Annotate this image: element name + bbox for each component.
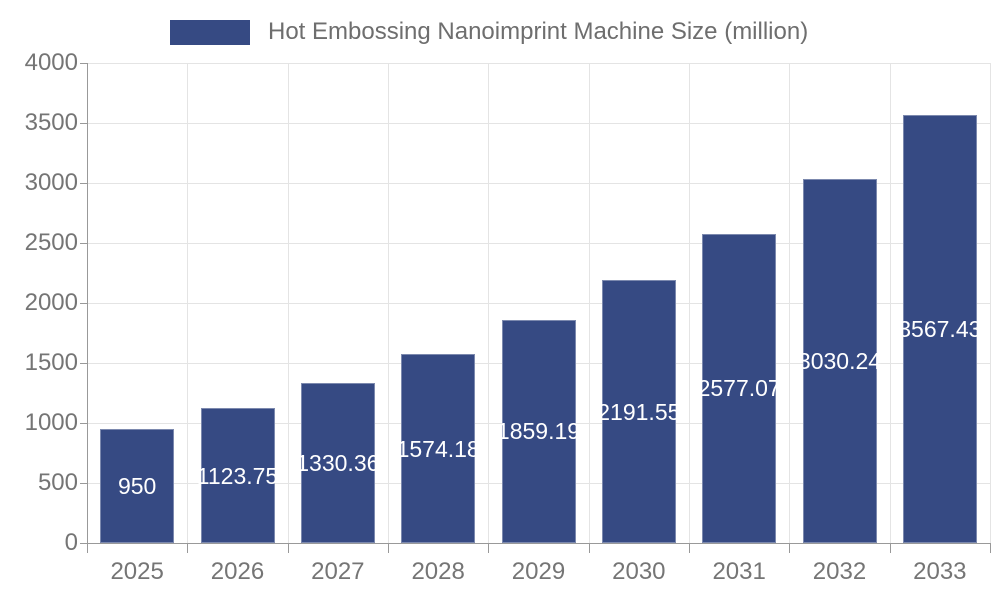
gridline-vertical	[689, 63, 690, 543]
y-tick-label: 1000	[24, 409, 78, 436]
x-tick-label: 2026	[210, 558, 265, 585]
bar-value-label: 2577.07	[697, 375, 781, 402]
gridline-vertical	[789, 63, 791, 543]
gridline-vertical	[588, 63, 590, 543]
bar[interactable]	[902, 114, 977, 543]
y-tick-label: 2500	[24, 229, 78, 256]
bar[interactable]	[100, 429, 175, 543]
gridline-horizontal	[87, 303, 990, 304]
x-axis-tick	[388, 544, 389, 553]
legend[interactable]: Hot Embossing Nanoimprint Machine Size (…	[170, 18, 808, 46]
legend-label: Hot Embossing Nanoimprint Machine Size (…	[268, 18, 809, 45]
x-tick-label: 2031	[712, 558, 766, 585]
y-tick-label: 3500	[24, 109, 78, 136]
gridline-vertical	[990, 63, 991, 543]
bar-value-label: 1330.36	[296, 450, 380, 477]
y-axis-tick	[80, 303, 87, 304]
y-tick-label: 2000	[24, 289, 78, 316]
y-tick-label: 3000	[24, 169, 78, 196]
legend-swatch	[170, 19, 250, 45]
gridline-vertical	[187, 63, 189, 543]
y-tick-label: 4000	[24, 49, 78, 76]
bar[interactable]	[702, 233, 777, 543]
gridline-horizontal	[87, 123, 990, 124]
x-axis-tick	[287, 544, 289, 553]
x-tick-label: 2025	[110, 558, 164, 585]
bar[interactable]	[601, 280, 676, 543]
gridline-vertical	[488, 63, 490, 543]
y-axis-tick	[80, 243, 87, 244]
y-axis-tick	[80, 123, 87, 124]
bar-value-label: 3567.43	[898, 315, 982, 342]
bar-value-label: 950	[117, 473, 157, 499]
x-tick-label: 2028	[411, 558, 465, 585]
x-tick-label: 2029	[511, 558, 566, 585]
x-tick-label: 2030	[612, 558, 666, 585]
bar-value-label: 1123.75	[196, 462, 279, 489]
y-tick-label: 1500	[24, 349, 78, 376]
bar-value-label: 2191.55	[597, 398, 681, 425]
y-axis-tick	[80, 183, 87, 184]
bar-value-label: 1574.18	[396, 435, 480, 462]
bar[interactable]	[501, 319, 576, 543]
x-axis-tick	[789, 544, 791, 553]
gridline-vertical	[889, 63, 891, 543]
y-axis-tick	[80, 543, 87, 544]
x-tick-label: 2033	[913, 558, 967, 585]
x-axis-tick	[889, 544, 891, 553]
y-axis-line	[87, 63, 88, 544]
bar[interactable]	[401, 354, 476, 543]
gridline-horizontal	[87, 63, 990, 64]
gridline-horizontal	[87, 243, 990, 244]
gridline-vertical	[388, 63, 389, 543]
x-axis-tick	[689, 544, 690, 553]
bar[interactable]	[802, 179, 877, 543]
y-tick-label: 500	[37, 469, 78, 496]
x-tick-label: 2027	[311, 558, 365, 585]
y-axis-tick	[80, 363, 87, 364]
y-axis-tick	[80, 63, 87, 64]
y-axis-tick	[80, 423, 87, 424]
gridline-vertical	[287, 63, 289, 543]
y-tick-label: 0	[64, 529, 78, 556]
x-tick-label: 2032	[812, 558, 867, 585]
x-axis-tick	[990, 544, 991, 553]
x-axis-tick	[187, 544, 189, 553]
y-axis-tick	[80, 483, 87, 484]
bar[interactable]	[300, 383, 375, 543]
gridline-horizontal	[87, 183, 990, 184]
x-axis-tick	[87, 544, 88, 553]
bar-value-label: 3030.24	[797, 348, 882, 375]
bar-value-label: 1859.19	[496, 418, 581, 445]
bar[interactable]	[200, 408, 275, 543]
x-axis-tick	[488, 544, 490, 553]
x-axis-tick	[588, 544, 590, 553]
x-axis-line	[87, 543, 991, 544]
